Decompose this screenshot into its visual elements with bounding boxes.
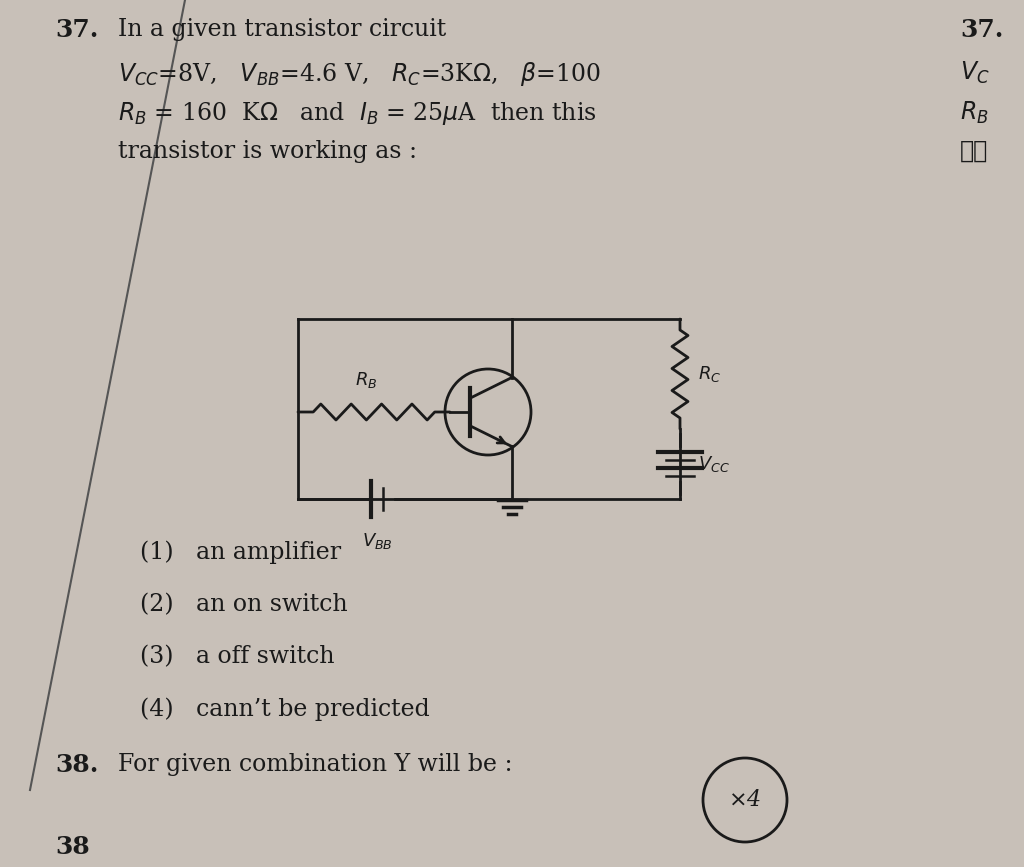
Text: $R_B$ = 160  K$\Omega$   and  $I_B$ = 25$\mu$A  then this: $R_B$ = 160 K$\Omega$ and $I_B$ = 25$\mu… — [118, 100, 597, 127]
Text: $R_B$: $R_B$ — [355, 370, 378, 390]
Text: $R_C$: $R_C$ — [698, 364, 721, 384]
Text: (2)   an on switch: (2) an on switch — [140, 593, 347, 616]
Text: की: की — [961, 140, 988, 163]
Text: $R_B$: $R_B$ — [961, 100, 989, 127]
Text: transistor is working as :: transistor is working as : — [118, 140, 417, 163]
Text: $V_{BB}$: $V_{BB}$ — [361, 531, 392, 551]
Text: $V_C$: $V_C$ — [961, 60, 989, 86]
Text: 38.: 38. — [55, 753, 98, 777]
Text: For given combination Y will be :: For given combination Y will be : — [118, 753, 512, 776]
Text: (4)   cann’t be predicted: (4) cann’t be predicted — [140, 697, 430, 720]
Text: $V_{CC}$=8V,   $V_{BB}$=4.6 V,   $R_C$=3K$\Omega$,   $\beta$=100: $V_{CC}$=8V, $V_{BB}$=4.6 V, $R_C$=3K$\O… — [118, 60, 601, 88]
Text: In a given transistor circuit: In a given transistor circuit — [118, 18, 446, 41]
Text: 38: 38 — [55, 835, 90, 859]
Text: $\times$4: $\times$4 — [728, 789, 762, 811]
Text: $V_{CC}$: $V_{CC}$ — [698, 454, 730, 474]
Text: (1)   an amplifier: (1) an amplifier — [140, 540, 341, 564]
Text: 37.: 37. — [55, 18, 98, 42]
Text: 37.: 37. — [961, 18, 1004, 42]
Text: (3)   a off switch: (3) a off switch — [140, 645, 335, 668]
